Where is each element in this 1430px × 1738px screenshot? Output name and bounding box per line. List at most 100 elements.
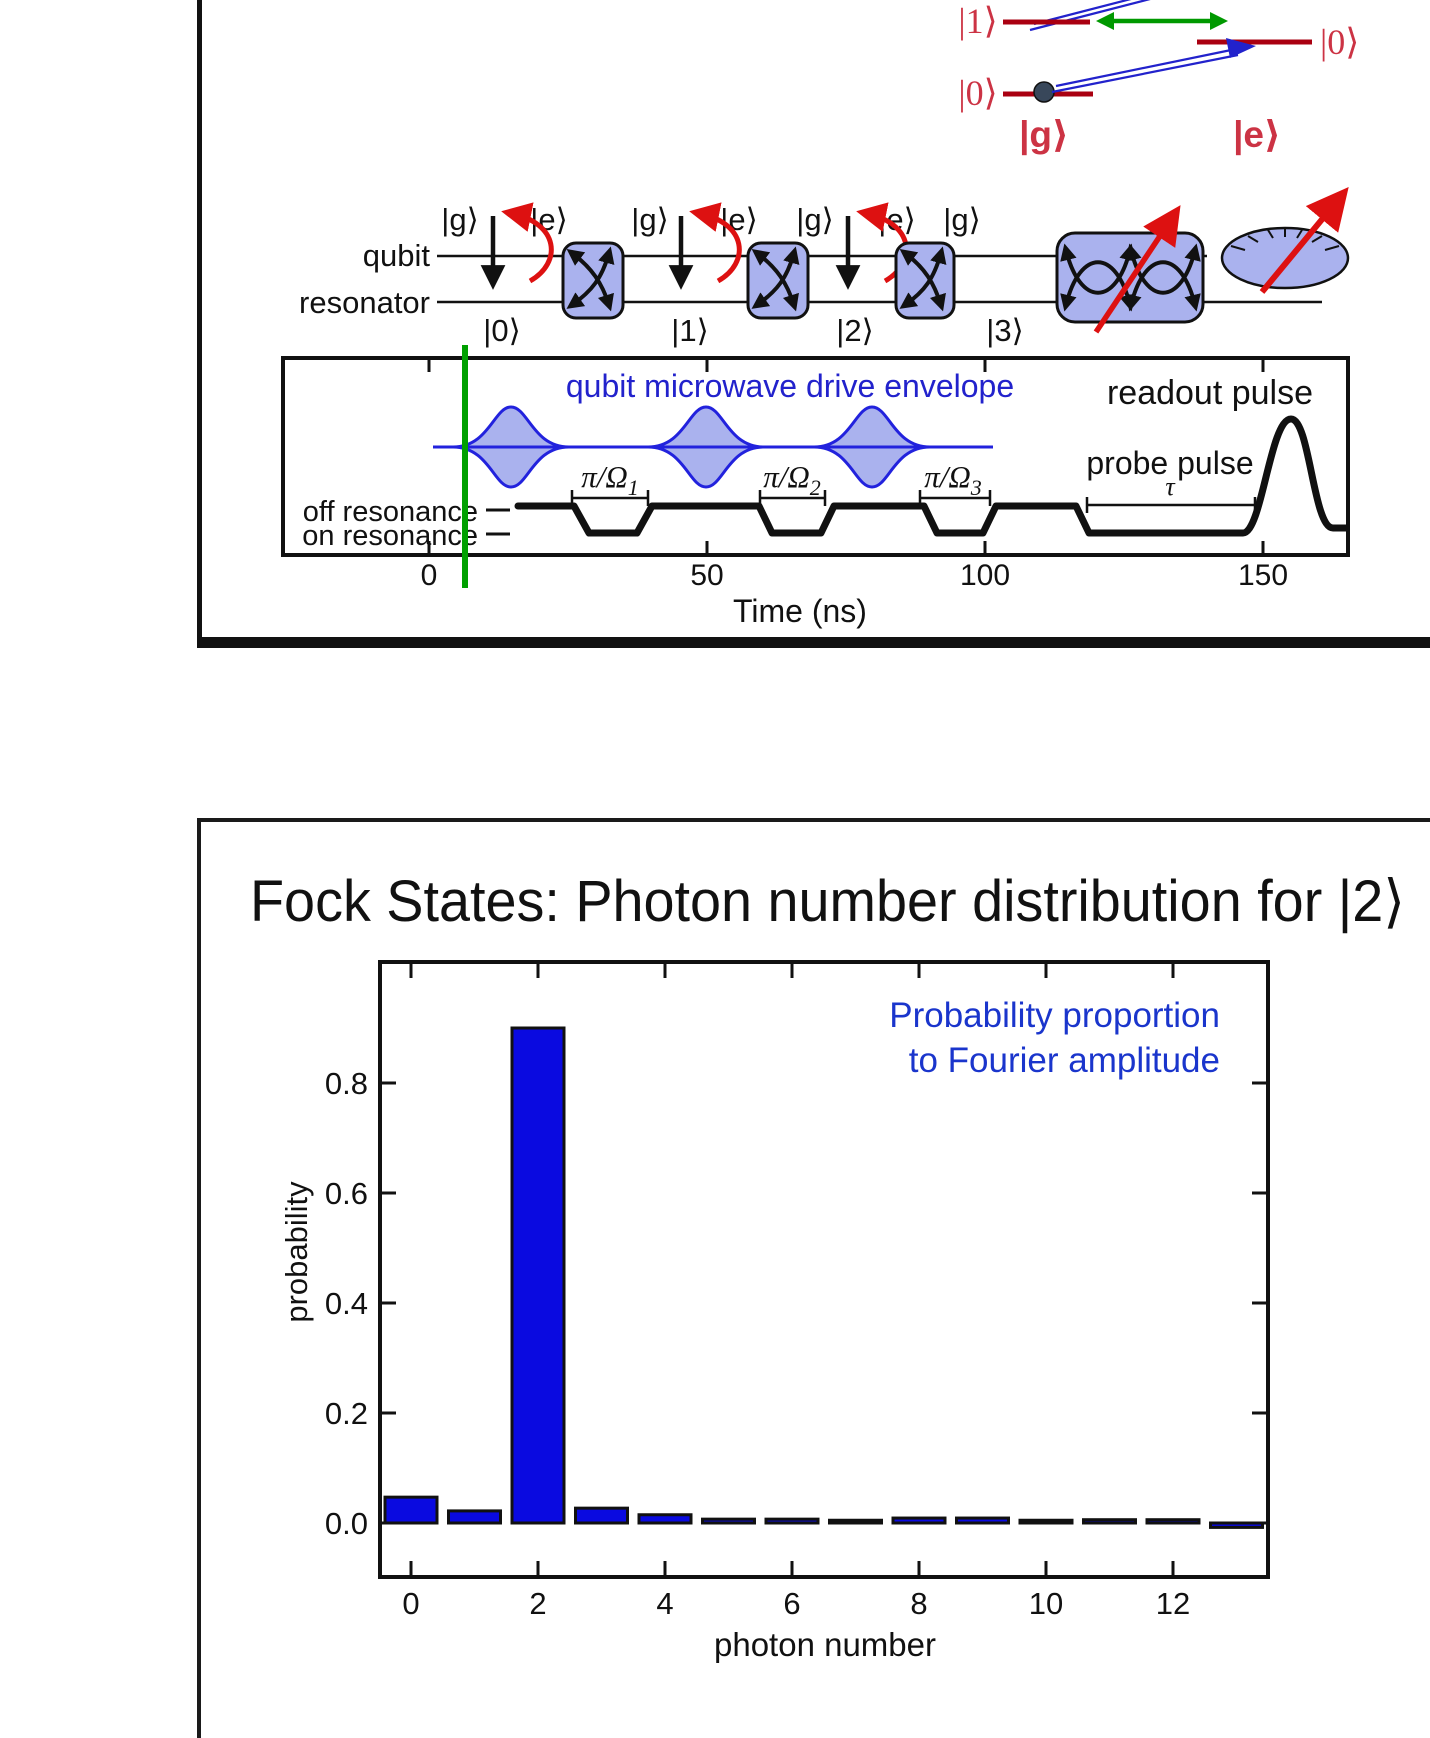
resonator-photon-label: |3⟩ — [986, 313, 1023, 348]
bar-photon-0 — [383, 1495, 439, 1525]
qubit-state-label: |g⟩ — [441, 202, 478, 237]
x-tick-label: 12 — [1156, 1586, 1190, 1621]
swap-cross-icon — [899, 246, 947, 309]
bar-photon-3 — [574, 1506, 629, 1525]
pi-omega2-sub: 2 — [810, 475, 821, 500]
red-rotation-arc-icon — [501, 202, 554, 284]
time-axis-label: Time (ns) — [733, 593, 867, 629]
time-tick-label: 50 — [690, 559, 723, 592]
swap-operation-boxes — [561, 241, 956, 320]
pulse-panel-frame — [281, 356, 1350, 557]
chart-ylabel: probability — [279, 1181, 314, 1323]
pi-duration-brackets — [570, 490, 1257, 513]
pi-omega2-main: π/Ω — [763, 459, 810, 494]
chart-bars — [383, 1026, 1264, 1529]
green-arrowhead-right-icon — [1210, 12, 1228, 30]
blue-transition-line-upper-a — [1033, 0, 1132, 26]
swap-box-1 — [561, 241, 625, 320]
on-resonance-label: on resonance — [302, 520, 478, 552]
pi-omega3-sub: 3 — [970, 475, 982, 500]
blue-transition-line-upper-b — [1029, 0, 1151, 32]
qubit-state-label: |g⟩ — [943, 202, 980, 237]
blue-transition-line-lower-a — [1055, 47, 1237, 88]
bar-photon-13 — [1209, 1521, 1264, 1529]
meter-scale-ticks — [1230, 228, 1340, 251]
chart-xlabel: photon number — [714, 1626, 936, 1663]
chart-annotation-line1: Probability proportion — [889, 996, 1220, 1035]
pulse-timing-panel: qubit microwave drive envelope readout p… — [281, 345, 1350, 629]
bracket-2 — [758, 490, 827, 506]
bracket-1 — [570, 490, 650, 506]
bar-photon-9 — [955, 1516, 1010, 1525]
rotation-arrow-1 — [480, 202, 554, 290]
resonator-photon-labels: |0⟩ |1⟩ |2⟩ |3⟩ — [483, 313, 1023, 348]
blue-transition-line-lower-b — [1051, 53, 1239, 94]
pi-omega1-main: π/Ω — [581, 459, 628, 494]
swap-cross-icon — [566, 246, 615, 309]
bar-photon-4 — [637, 1513, 693, 1525]
y-tick-label: 0.6 — [325, 1176, 368, 1211]
qubit-state-label: |g⟩ — [796, 202, 833, 237]
y-tick-label: 0.0 — [325, 1506, 368, 1541]
pi-omega2-label: π/Ω2 — [763, 459, 821, 500]
green-arrowhead-left-icon — [1096, 12, 1114, 30]
y-tick-label: 0.8 — [325, 1066, 368, 1101]
readout-pulse-label: readout pulse — [1107, 374, 1313, 412]
swap-box-3 — [894, 241, 956, 320]
bracket-3 — [918, 490, 992, 506]
flux-bias-waveform — [514, 415, 1350, 537]
excited-state-label: |e⟩ — [1233, 114, 1281, 156]
chart-tick-labels: 0 2 4 6 8 10 12 0.0 0.2 0.4 0.6 0.8 — [325, 1066, 1190, 1621]
bottom-slide-left-border — [197, 818, 201, 1738]
bar-photon-5 — [701, 1517, 756, 1525]
probe-pulse-label: probe pulse — [1086, 445, 1253, 481]
chart-annotation-line2: to Fourier amplitude — [909, 1041, 1220, 1080]
drive-envelope-label: qubit microwave drive envelope — [566, 368, 1014, 404]
resonator-photon-label: |1⟩ — [671, 313, 708, 348]
x-tick-label: 10 — [1029, 1586, 1063, 1621]
level1-label: |1⟩ — [958, 1, 997, 41]
resonator-photon-label: |2⟩ — [836, 313, 873, 348]
bar-photon-7 — [828, 1518, 883, 1525]
pi-omega3-main: π/Ω — [924, 459, 971, 494]
resonator-line-label: resonator — [299, 285, 430, 320]
x-tick-label: 2 — [529, 1586, 546, 1621]
measurement-meter — [1220, 187, 1350, 294]
qubit-state-label: |e⟩ — [530, 202, 567, 237]
bar-photon-10 — [1018, 1518, 1074, 1525]
pi-omega3-label: π/Ω3 — [924, 459, 982, 500]
fock-distribution-chart: 0 2 4 6 8 10 12 0.0 0.2 0.4 0.6 0.8 Probability pro… — [279, 960, 1270, 1663]
resonator-photon-label: |0⟩ — [483, 313, 520, 348]
blue-arrowhead-icon — [1226, 38, 1256, 58]
joint-readout-box — [1055, 205, 1205, 334]
level0-right-label: |0⟩ — [1320, 22, 1359, 62]
level0-left-label: |0⟩ — [958, 73, 997, 113]
pulse-sequence-diagram: qubit resonator |g⟩ |e⟩ |g⟩ |e⟩ |g⟩ |e⟩ |g⟩ |0… — [299, 187, 1350, 348]
population-dot-icon — [1033, 81, 1055, 103]
qubit-state-labels: |g⟩ |e⟩ |g⟩ |e⟩ |g⟩ |e⟩ |g⟩ — [441, 202, 980, 237]
red-state-arrow-icon — [1093, 205, 1181, 334]
bar-photon-6 — [764, 1517, 820, 1525]
x-tick-label: 4 — [656, 1586, 673, 1621]
swap-weave-icon — [1125, 260, 1201, 312]
slide-title: Fock States: Photon number distribution … — [250, 869, 1405, 934]
meter-needle-icon — [1259, 187, 1349, 294]
pi-omega1-label: π/Ω1 — [581, 459, 639, 500]
probe-bracket — [1085, 497, 1257, 513]
bottom-slide-top-border — [197, 818, 1430, 822]
y-tick-label: 0.2 — [325, 1396, 368, 1431]
swap-weave-icon — [1060, 243, 1136, 295]
top-slide-left-border — [197, 0, 202, 648]
time-tick-label: 0 — [421, 559, 438, 592]
swap-box-2 — [746, 241, 810, 320]
bar-photon-8 — [891, 1516, 947, 1525]
ground-state-label: |g⟩ — [1019, 114, 1069, 156]
qubit-state-label: |e⟩ — [720, 202, 757, 237]
chart-ticks — [380, 962, 1268, 1577]
bar-photon-12 — [1145, 1518, 1201, 1525]
x-tick-label: 0 — [402, 1586, 419, 1621]
rotation-arrow-2 — [668, 202, 742, 290]
x-tick-label: 8 — [910, 1586, 927, 1621]
bar-photon-1 — [447, 1509, 502, 1525]
